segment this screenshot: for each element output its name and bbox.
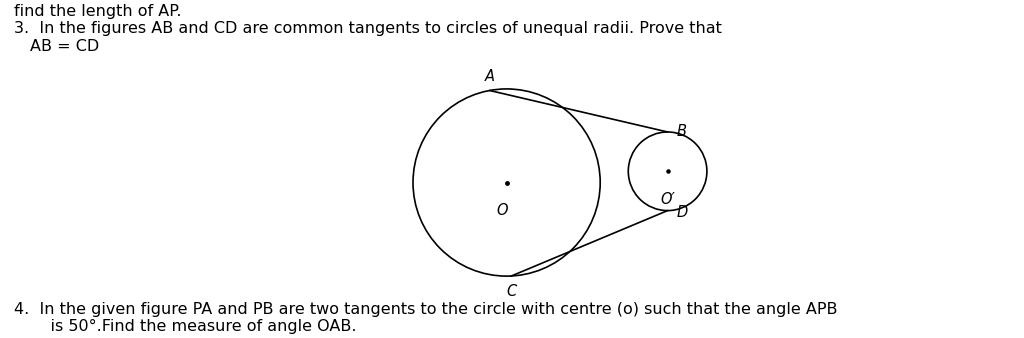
Text: O: O [497, 203, 508, 218]
Text: C: C [506, 284, 516, 298]
Text: is 50°.Find the measure of angle OAB.: is 50°.Find the measure of angle OAB. [30, 319, 356, 334]
Text: O′: O′ [660, 192, 675, 207]
Text: find the length of AP.: find the length of AP. [14, 4, 181, 19]
Text: B: B [677, 124, 687, 139]
Text: 3.  In the figures AB and CD are common tangents to circles of unequal radii. Pr: 3. In the figures AB and CD are common t… [14, 21, 722, 36]
Text: D: D [677, 205, 688, 220]
Text: AB = CD: AB = CD [30, 39, 99, 54]
Text: A: A [484, 69, 495, 84]
Text: 4.  In the given figure PA and PB are two tangents to the circle with centre (o): 4. In the given figure PA and PB are two… [14, 302, 838, 317]
